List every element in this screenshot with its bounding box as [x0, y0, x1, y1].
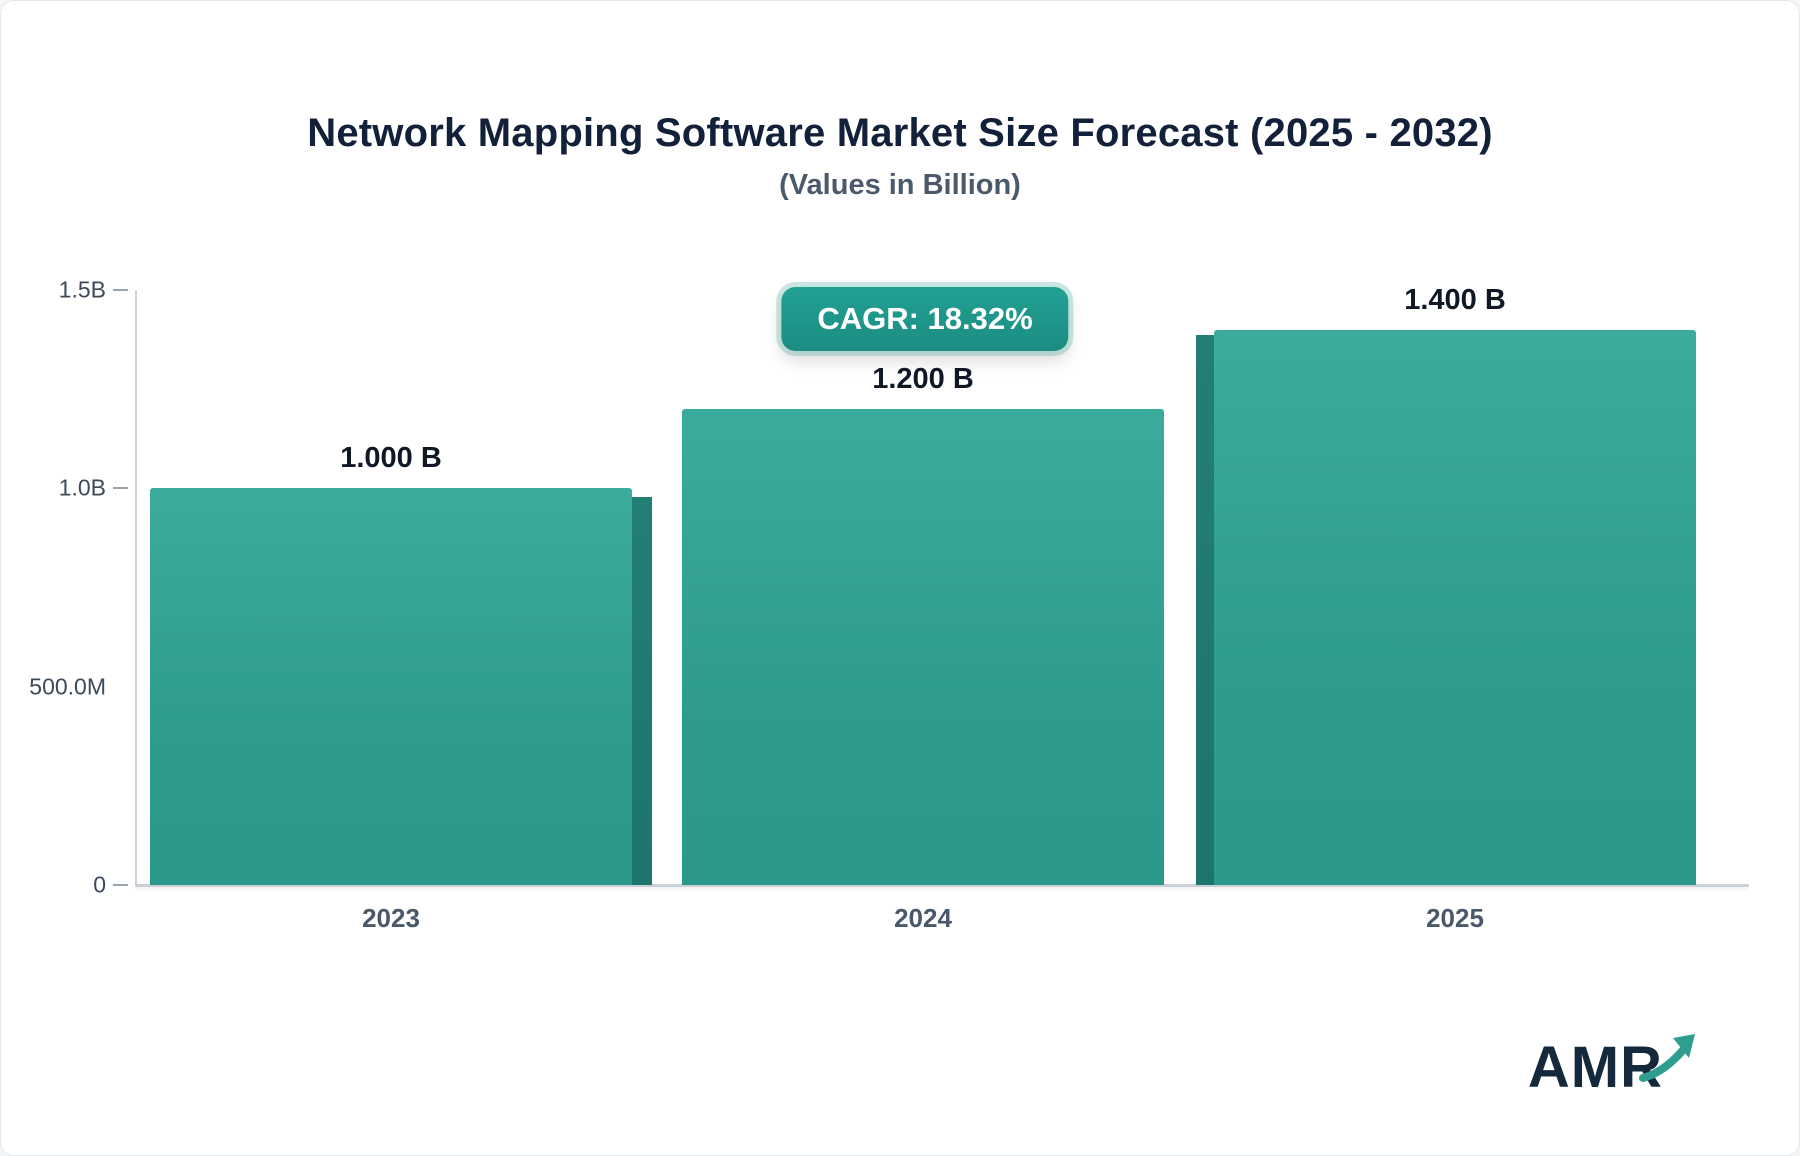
chart-subtitle: (Values in Billion) — [779, 169, 1021, 201]
logo-text: AMR — [1527, 1035, 1663, 1100]
bar-2024: 1.200 B — [682, 363, 1164, 885]
bar-2025: 1.400 B — [1196, 284, 1696, 886]
y-tick-label: 1.0B — [58, 474, 106, 501]
plot-area: 1.000 B 1.200 B 1.400 B — [136, 284, 1746, 886]
y-axis: 1.5B 1.0B 500.0M 0 — [1, 277, 106, 898]
bar-value-label: 1.400 B — [1404, 283, 1506, 316]
y-tick-label: 1.5B — [58, 276, 106, 303]
y-tick-dash — [113, 487, 128, 490]
y-axis-line — [135, 290, 137, 885]
y-tick-dash — [113, 884, 128, 886]
y-tick-dash — [113, 289, 128, 291]
bar-value-label: 1.200 B — [872, 363, 974, 395]
x-axis-label-2025: 2025 — [1426, 903, 1484, 933]
cagr-badge: CAGR: 18.32% — [781, 287, 1069, 351]
bar-2023: 1.000 B — [150, 442, 652, 885]
bar-value-label: 1.000 B — [340, 442, 442, 475]
logo: AMR — [1528, 1034, 1699, 1101]
x-axis-label-2024: 2024 — [894, 903, 952, 933]
chart-title: Network Mapping Software Market Size For… — [307, 111, 1493, 155]
trend-up-arrow-icon — [1637, 1032, 1699, 1089]
y-tick-label: 0 — [93, 871, 106, 898]
y-tick-label: 500.0M — [29, 673, 106, 700]
x-axis-label-2023: 2023 — [362, 903, 420, 933]
x-axis-line — [135, 884, 1749, 887]
